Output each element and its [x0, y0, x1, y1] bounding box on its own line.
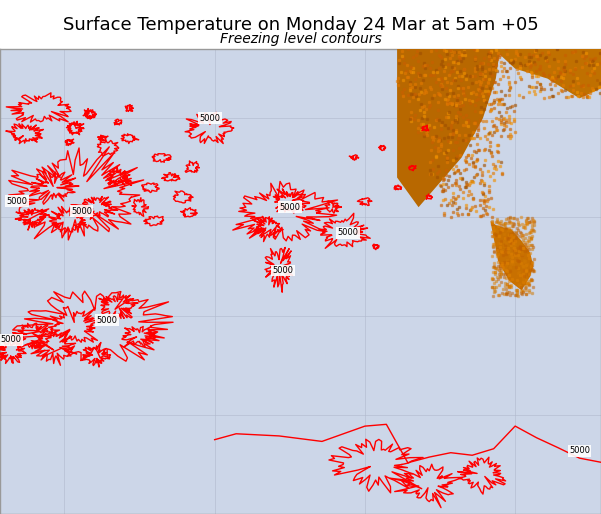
- Text: Freezing level contours: Freezing level contours: [219, 32, 382, 46]
- Text: 5000: 5000: [200, 114, 221, 123]
- Text: 5000: 5000: [71, 207, 92, 216]
- Text: 5000: 5000: [337, 228, 358, 237]
- Text: 5000: 5000: [279, 203, 300, 212]
- Text: 5000: 5000: [569, 446, 590, 455]
- Polygon shape: [397, 49, 500, 207]
- Text: 5000: 5000: [7, 197, 28, 206]
- Polygon shape: [490, 221, 533, 290]
- Text: 5000: 5000: [273, 266, 294, 275]
- Text: 5000: 5000: [97, 316, 118, 324]
- Polygon shape: [493, 49, 601, 98]
- Text: 5000: 5000: [0, 335, 21, 344]
- Text: Surface Temperature on Monday 24 Mar at 5am +05: Surface Temperature on Monday 24 Mar at …: [63, 16, 538, 34]
